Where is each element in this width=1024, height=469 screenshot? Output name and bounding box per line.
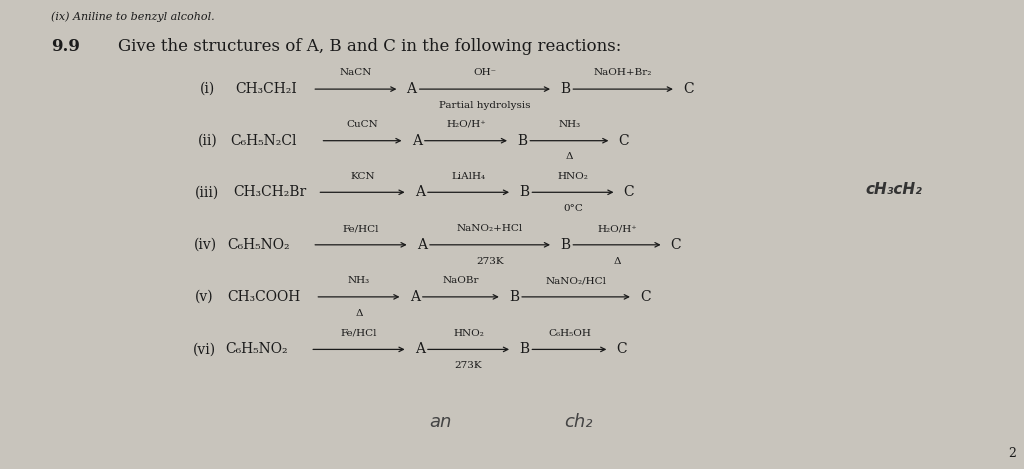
Text: H₂O/H⁺: H₂O/H⁺ (446, 120, 485, 129)
Text: 273K: 273K (476, 257, 504, 265)
Text: (ix) Aniline to benzyl alcohol.: (ix) Aniline to benzyl alcohol. (51, 12, 215, 23)
Text: CuCN: CuCN (346, 120, 379, 129)
Text: OH⁻: OH⁻ (473, 68, 497, 77)
Text: Partial hydrolysis: Partial hydrolysis (439, 101, 530, 110)
Text: C: C (616, 342, 627, 356)
Text: A: A (407, 82, 417, 96)
Text: C₆H₅OH: C₆H₅OH (548, 329, 591, 338)
Text: (iii): (iii) (195, 185, 219, 199)
Text: Fe/HCl: Fe/HCl (341, 329, 377, 338)
Text: C: C (640, 290, 650, 304)
Text: NaOH+Br₂: NaOH+Br₂ (594, 68, 652, 77)
Text: ch₂: ch₂ (564, 413, 593, 431)
Text: CH₃COOH: CH₃COOH (227, 290, 301, 304)
Text: Δ: Δ (613, 257, 621, 265)
Text: A: A (412, 134, 422, 148)
Text: C: C (618, 134, 629, 148)
Text: KCN: KCN (350, 172, 375, 181)
Text: (i): (i) (200, 82, 215, 96)
Text: an: an (429, 413, 452, 431)
Text: 9.9: 9.9 (51, 38, 80, 54)
Text: Δ: Δ (565, 152, 573, 161)
Text: NH₃: NH₃ (348, 276, 370, 285)
Text: CH₃CH₂Br: CH₃CH₂Br (233, 185, 307, 199)
Text: 273K: 273K (455, 361, 482, 370)
Text: (ii): (ii) (198, 134, 217, 148)
Text: C₆H₅NO₂: C₆H₅NO₂ (227, 238, 290, 252)
Text: A: A (415, 342, 425, 356)
Text: C₆H₅N₂Cl: C₆H₅N₂Cl (230, 134, 297, 148)
Text: cH₃cH₂: cH₃cH₂ (865, 182, 922, 197)
Text: HNO₂: HNO₂ (557, 172, 589, 181)
Text: NH₃: NH₃ (558, 120, 581, 129)
Text: A: A (415, 185, 425, 199)
Text: B: B (519, 185, 529, 199)
Text: CH₃CH₂I: CH₃CH₂I (236, 82, 297, 96)
Text: HNO₂: HNO₂ (453, 329, 484, 338)
Text: A: A (410, 290, 420, 304)
Text: B: B (517, 134, 527, 148)
Text: (v): (v) (195, 290, 213, 304)
Text: NaCN: NaCN (340, 68, 372, 77)
Text: C: C (683, 82, 693, 96)
Text: LiAlH₄: LiAlH₄ (452, 172, 485, 181)
Text: C₆H₅NO₂: C₆H₅NO₂ (225, 342, 288, 356)
Text: B: B (560, 82, 570, 96)
Text: NaNO₂+HCl: NaNO₂+HCl (457, 224, 523, 233)
Text: H₂O/H⁺: H₂O/H⁺ (597, 224, 637, 233)
Text: NaOBr: NaOBr (442, 276, 479, 285)
Text: A: A (417, 238, 427, 252)
Text: B: B (509, 290, 519, 304)
Text: 0°C: 0°C (563, 204, 583, 213)
Text: Δ: Δ (355, 309, 362, 318)
Text: Give the structures of A, B and C in the following reactions:: Give the structures of A, B and C in the… (118, 38, 622, 54)
Text: B: B (560, 238, 570, 252)
Text: Fe/HCl: Fe/HCl (343, 224, 379, 233)
Text: B: B (519, 342, 529, 356)
Text: (vi): (vi) (193, 342, 216, 356)
Text: NaNO₂/HCl: NaNO₂/HCl (546, 276, 606, 285)
Text: C: C (624, 185, 634, 199)
Text: 2: 2 (1008, 446, 1016, 460)
Text: (iv): (iv) (194, 238, 217, 252)
Text: C: C (671, 238, 681, 252)
